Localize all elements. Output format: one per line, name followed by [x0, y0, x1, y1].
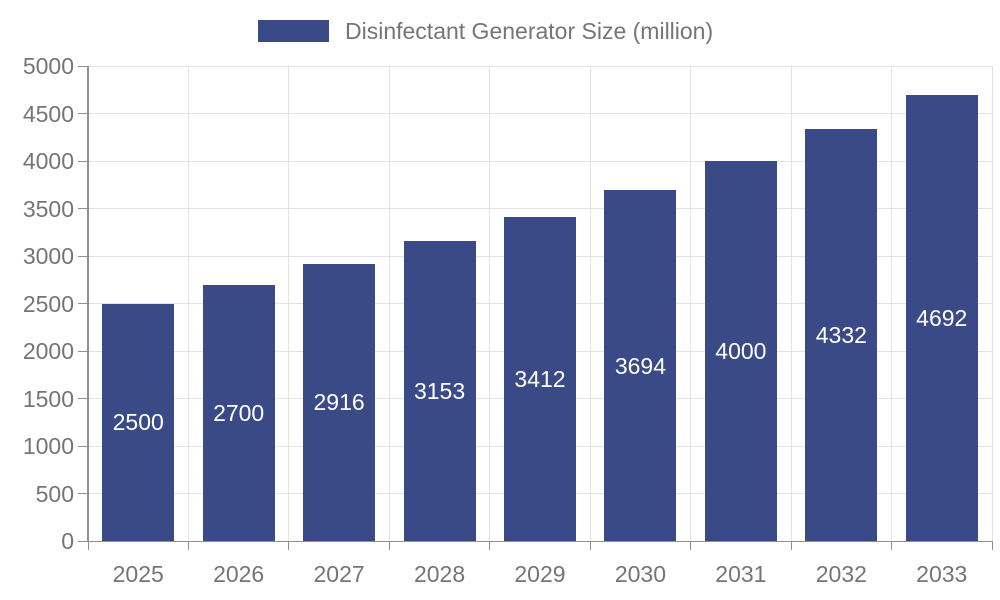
x-tick — [388, 541, 390, 550]
legend-swatch — [258, 20, 329, 42]
legend-item[interactable]: Disinfectant Generator Size (million) — [258, 18, 713, 44]
y-axis-label: 5000 — [22, 53, 74, 79]
bar[interactable] — [805, 129, 878, 541]
bar-value-label: 4692 — [916, 305, 968, 332]
x-tick — [589, 541, 591, 550]
x-tick — [790, 541, 792, 550]
bar[interactable] — [504, 216, 576, 541]
gridline-v — [187, 66, 189, 541]
x-axis-label: 2031 — [715, 561, 767, 587]
bar-value-label: 2500 — [112, 409, 164, 436]
x-axis-label: 2026 — [213, 561, 265, 587]
y-axis-line — [87, 66, 89, 541]
bar[interactable] — [303, 263, 376, 541]
gridline-v — [288, 66, 290, 541]
y-axis-label: 4000 — [22, 148, 74, 174]
x-tick — [187, 541, 189, 550]
x-axis-label: 2033 — [916, 561, 968, 587]
y-tick — [78, 445, 88, 447]
bar-value-label: 3153 — [413, 378, 466, 405]
gridline-h — [88, 65, 992, 67]
x-axis-label: 2029 — [514, 561, 566, 587]
y-axis-label: 1500 — [22, 385, 74, 412]
x-axis-label: 2032 — [815, 561, 867, 587]
bar-value-label: 4000 — [715, 338, 767, 364]
y-tick — [78, 160, 88, 162]
y-axis-label: 3500 — [22, 195, 74, 222]
x-axis-line — [88, 540, 992, 542]
gridline-v — [690, 66, 692, 541]
bar[interactable] — [704, 161, 777, 541]
y-axis-label: 1000 — [22, 433, 74, 459]
y-tick — [78, 398, 88, 399]
bar-value-label: 2916 — [313, 389, 365, 416]
x-axis-label: 2030 — [614, 561, 667, 587]
y-axis-label: 500 — [35, 480, 74, 507]
bar-value-label: 3412 — [514, 365, 566, 392]
x-tick — [991, 541, 993, 550]
bar[interactable] — [202, 284, 275, 541]
y-tick — [78, 540, 88, 542]
y-tick — [78, 255, 88, 257]
gridline-h — [88, 160, 992, 162]
x-tick — [288, 541, 290, 550]
x-tick — [891, 541, 893, 550]
x-axis-label: 2025 — [112, 561, 164, 587]
y-tick — [78, 113, 88, 114]
bar-value-label: 3694 — [614, 352, 667, 379]
y-tick — [78, 493, 88, 494]
gridline-v — [589, 66, 591, 541]
bar[interactable] — [102, 303, 175, 541]
y-axis-label: 3000 — [22, 243, 74, 269]
x-axis-label: 2028 — [413, 561, 466, 587]
bar-value-label: 2700 — [213, 399, 265, 426]
legend-label: Disinfectant Generator Size (million) — [345, 18, 714, 44]
gridline-v — [891, 66, 893, 541]
x-tick — [489, 541, 491, 550]
y-tick — [78, 65, 88, 67]
gridline-v — [991, 66, 993, 541]
bar[interactable] — [905, 95, 978, 541]
gridline-h — [88, 208, 992, 209]
y-axis-label: 4500 — [22, 100, 74, 127]
x-tick — [690, 541, 692, 550]
gridline-h — [88, 113, 992, 114]
x-axis-label: 2027 — [313, 561, 365, 587]
gridline-v — [790, 66, 792, 541]
y-tick — [78, 350, 88, 352]
bar[interactable] — [604, 190, 677, 541]
y-axis-label: 2500 — [22, 290, 74, 317]
y-axis-label: 2000 — [22, 338, 74, 364]
gridline-v — [388, 66, 390, 541]
x-tick — [87, 541, 89, 550]
y-axis-label: 0 — [61, 528, 74, 554]
bar[interactable] — [403, 241, 476, 541]
y-tick — [78, 208, 88, 209]
bar-value-label: 4332 — [815, 322, 867, 349]
gridline-v — [489, 66, 491, 541]
y-tick — [78, 303, 88, 304]
